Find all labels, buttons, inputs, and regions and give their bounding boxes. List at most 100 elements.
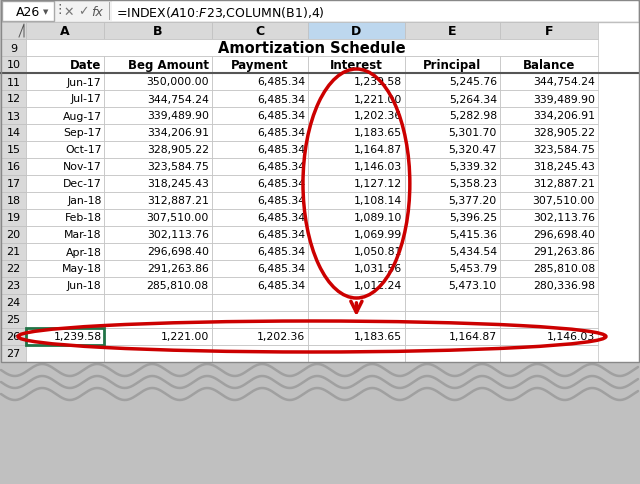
Text: 5,415.36: 5,415.36 — [449, 230, 497, 240]
Text: Balance: Balance — [523, 59, 575, 72]
Bar — [405, 159, 500, 176]
Bar — [308, 91, 405, 108]
Bar — [405, 176, 500, 193]
Text: 1,183.65: 1,183.65 — [354, 128, 402, 138]
Bar — [26, 91, 104, 108]
Text: 21: 21 — [6, 247, 20, 257]
Bar — [104, 277, 212, 294]
Text: 344,754.24: 344,754.24 — [533, 77, 595, 87]
Bar — [308, 193, 405, 210]
Bar — [308, 23, 405, 40]
Text: 6,485.34: 6,485.34 — [257, 213, 305, 223]
Bar — [405, 260, 500, 277]
Bar — [26, 243, 104, 260]
Bar — [308, 345, 405, 362]
Text: C: C — [255, 25, 264, 38]
Bar — [500, 193, 598, 210]
Bar — [308, 294, 405, 311]
Bar — [1, 91, 26, 108]
Text: 1,146.03: 1,146.03 — [353, 162, 402, 172]
Text: 296,698.40: 296,698.40 — [533, 230, 595, 240]
Bar — [1, 277, 26, 294]
Bar — [1, 294, 26, 311]
Bar — [212, 243, 308, 260]
Bar — [1, 40, 26, 57]
Text: 280,336.98: 280,336.98 — [533, 281, 595, 291]
Bar — [308, 159, 405, 176]
Bar — [26, 294, 104, 311]
Bar — [308, 176, 405, 193]
Text: 12: 12 — [6, 94, 20, 104]
Text: 1,239.58: 1,239.58 — [53, 332, 102, 342]
Text: 291,263.86: 291,263.86 — [533, 247, 595, 257]
Bar — [405, 74, 500, 91]
Text: 339,489.90: 339,489.90 — [147, 111, 209, 121]
Text: =INDEX($A$10:$F$23,COLUMN(B1),4): =INDEX($A$10:$F$23,COLUMN(B1),4) — [116, 4, 324, 19]
Bar — [500, 227, 598, 243]
Text: 1,221.00: 1,221.00 — [161, 332, 209, 342]
Text: 6,485.34: 6,485.34 — [257, 281, 305, 291]
Text: 1,202.36: 1,202.36 — [257, 332, 305, 342]
Text: 1,108.14: 1,108.14 — [353, 196, 402, 206]
Text: Beg Amount: Beg Amount — [128, 59, 209, 72]
Text: Oct-17: Oct-17 — [65, 145, 102, 155]
Text: 5,453.79: 5,453.79 — [449, 264, 497, 274]
Bar — [104, 243, 212, 260]
Text: A26: A26 — [16, 5, 40, 18]
Text: 1,031.56: 1,031.56 — [353, 264, 402, 274]
Bar — [308, 142, 405, 159]
Bar — [405, 57, 500, 74]
Bar — [308, 57, 405, 74]
Bar — [405, 125, 500, 142]
Text: 27: 27 — [6, 349, 20, 359]
Text: 15: 15 — [6, 145, 20, 155]
Bar — [405, 277, 500, 294]
Bar — [212, 277, 308, 294]
Text: 6,485.34: 6,485.34 — [257, 162, 305, 172]
Text: 6,485.34: 6,485.34 — [257, 264, 305, 274]
Text: 1,202.36: 1,202.36 — [353, 111, 402, 121]
Bar — [212, 311, 308, 328]
Text: 5,282.98: 5,282.98 — [449, 111, 497, 121]
Text: 24: 24 — [6, 298, 20, 308]
Text: Aug-17: Aug-17 — [63, 111, 102, 121]
Text: D: D — [351, 25, 362, 38]
Bar — [212, 210, 308, 227]
Bar — [1, 193, 26, 210]
Bar — [1, 328, 26, 345]
Text: ⋮: ⋮ — [54, 2, 67, 15]
Bar — [500, 23, 598, 40]
Text: Nov-17: Nov-17 — [63, 162, 102, 172]
Bar — [26, 57, 104, 74]
Text: 6,485.34: 6,485.34 — [257, 196, 305, 206]
Bar — [308, 210, 405, 227]
Text: B: B — [154, 25, 163, 38]
Text: Apr-18: Apr-18 — [65, 247, 102, 257]
Bar — [500, 159, 598, 176]
Bar — [1, 311, 26, 328]
Bar — [109, 3, 110, 21]
Bar — [500, 91, 598, 108]
Bar — [26, 159, 104, 176]
Text: 1,146.03: 1,146.03 — [547, 332, 595, 342]
Text: 1,012.24: 1,012.24 — [353, 281, 402, 291]
Text: Sep-17: Sep-17 — [63, 128, 102, 138]
Bar — [1, 108, 26, 125]
Text: 334,206.91: 334,206.91 — [147, 128, 209, 138]
Text: 350,000.00: 350,000.00 — [146, 77, 209, 87]
Bar — [405, 210, 500, 227]
Text: 296,698.40: 296,698.40 — [147, 247, 209, 257]
Text: 328,905.22: 328,905.22 — [533, 128, 595, 138]
Text: Jul-17: Jul-17 — [70, 94, 102, 104]
Bar — [308, 328, 405, 345]
Text: 334,206.91: 334,206.91 — [533, 111, 595, 121]
Text: 6,485.34: 6,485.34 — [257, 77, 305, 87]
Bar — [405, 311, 500, 328]
Text: 6,485.34: 6,485.34 — [257, 230, 305, 240]
Text: 302,113.76: 302,113.76 — [147, 230, 209, 240]
Text: 5,377.20: 5,377.20 — [449, 196, 497, 206]
Bar — [500, 210, 598, 227]
Text: 307,510.00: 307,510.00 — [147, 213, 209, 223]
Bar — [405, 227, 500, 243]
Bar — [500, 328, 598, 345]
